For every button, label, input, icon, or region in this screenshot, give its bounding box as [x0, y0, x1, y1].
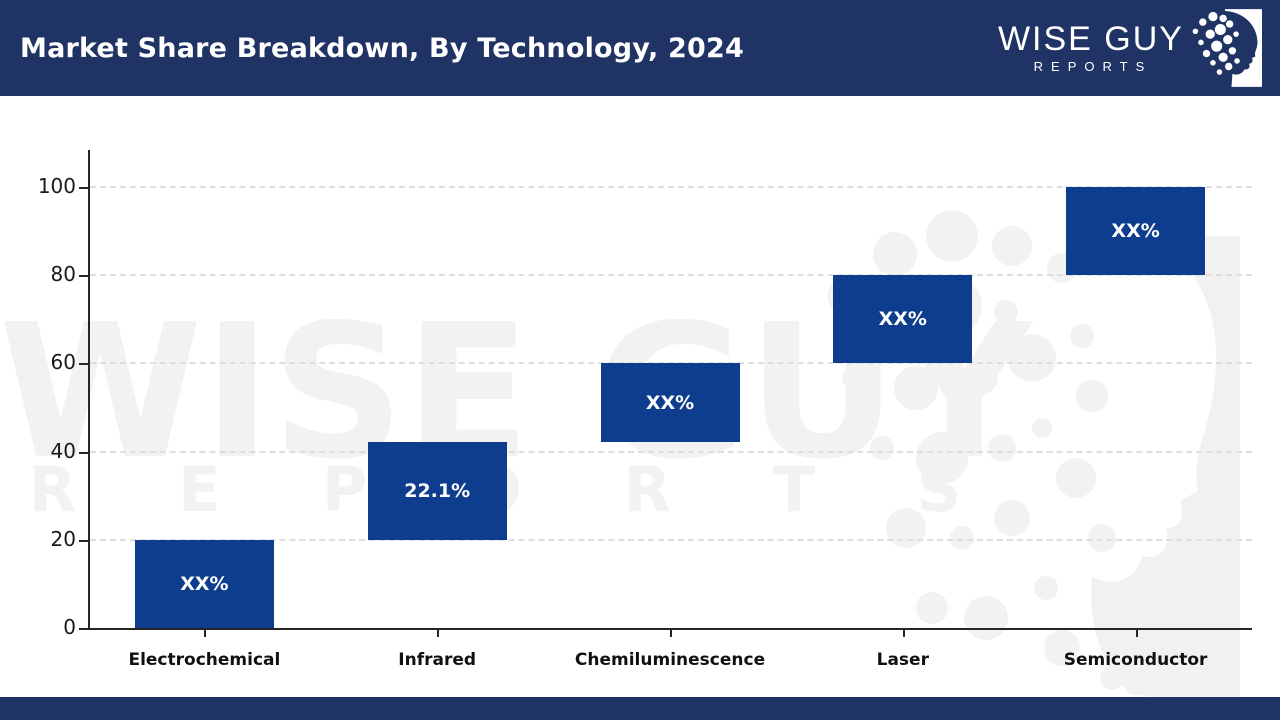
page-title: Market Share Breakdown, By Technology, 2…	[20, 32, 745, 64]
x-tick-mark	[1135, 630, 1138, 637]
y-tick-mark	[79, 363, 88, 366]
x-category-label: Infrared	[398, 650, 477, 670]
bar: XX%	[1066, 187, 1206, 276]
gridline	[90, 538, 1252, 541]
x-category-label: Laser	[876, 650, 929, 670]
brand-logo: WISE GUY REPORTS	[998, 6, 1262, 90]
y-tick-label: 100	[37, 174, 76, 198]
y-tick-mark	[79, 451, 88, 454]
brand-logo-text: WISE GUY REPORTS	[998, 22, 1184, 74]
brand-subname: REPORTS	[1033, 59, 1153, 74]
footer-bar	[0, 697, 1280, 720]
y-tick-mark	[79, 539, 88, 542]
x-tick-mark	[670, 630, 672, 637]
y-tick-mark	[79, 187, 88, 189]
brand-name: WISE GUY	[997, 20, 1184, 58]
bar: 22.1%	[367, 442, 507, 540]
gridline	[90, 450, 1252, 453]
gridline	[90, 274, 1252, 277]
watermark-line2: R E P O R T S	[29, 453, 1001, 526]
y-axis	[88, 150, 90, 630]
bar-value-label: XX%	[1111, 220, 1160, 243]
bar-value-label: 22.1%	[404, 480, 471, 503]
chart-area: WISE GUY R E P O R T S 0 20 40 60 80 100 XX% El…	[0, 96, 1280, 697]
y-tick-label: 40	[50, 438, 76, 463]
header-bar: Market Share Breakdown, By Technology, 2…	[0, 0, 1280, 96]
y-tick-label: 80	[50, 262, 76, 287]
bar-value-label: XX%	[180, 572, 229, 595]
y-tick-mark	[79, 275, 88, 278]
y-tick-label: 20	[50, 526, 76, 551]
x-tick-mark	[204, 630, 207, 637]
bar: XX%	[833, 275, 973, 364]
x-category-label: Electrochemical	[128, 650, 281, 670]
y-tick-mark	[79, 628, 88, 630]
gridline	[90, 186, 1252, 188]
bar-value-label: XX%	[645, 391, 695, 414]
face-profile-icon	[1192, 9, 1262, 87]
x-category-label: Chemiluminescence	[574, 650, 766, 670]
bar-value-label: XX%	[878, 308, 927, 331]
y-tick-label: 60	[50, 350, 76, 375]
x-tick-mark	[437, 630, 440, 637]
bar: XX%	[134, 539, 274, 628]
x-axis	[88, 628, 1252, 630]
x-category-label: Semiconductor	[1063, 650, 1208, 670]
x-tick-mark	[902, 630, 905, 637]
y-tick-label: 0	[63, 615, 76, 639]
bar: XX%	[600, 363, 740, 443]
